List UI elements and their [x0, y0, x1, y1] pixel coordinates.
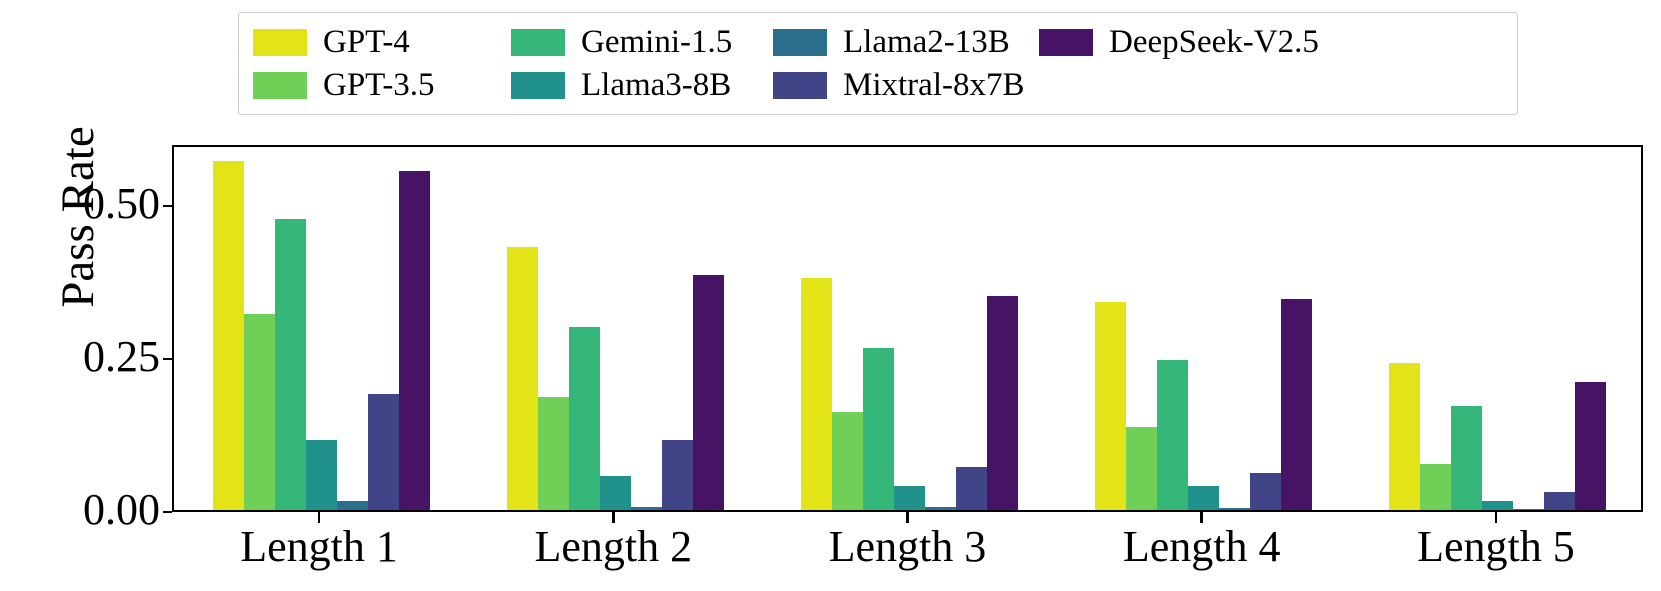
x-tick-label: Length 4: [1122, 522, 1281, 571]
bar: [537, 396, 569, 510]
bar: [599, 476, 631, 510]
bar: [506, 246, 538, 510]
bar: [832, 412, 863, 510]
bar: [274, 219, 306, 510]
x-tick-label: Length 3: [828, 522, 987, 571]
legend-label: Gemini-1.5: [581, 24, 733, 60]
legend-item-llama3-8b: Llama3-8B: [511, 64, 773, 107]
x-tick-mark: [906, 512, 909, 523]
x-tick-mark: [1200, 512, 1203, 523]
y-tick-label-group: 0.00 0.25 0.50: [0, 0, 172, 591]
bar: [630, 506, 662, 510]
bar: [894, 485, 925, 510]
bar: [243, 314, 275, 510]
bar: [1575, 381, 1607, 510]
plot-area: [172, 145, 1643, 512]
bar-group: [212, 147, 430, 510]
legend-label: Llama3-8B: [581, 67, 732, 103]
bar: [1157, 360, 1189, 510]
y-tick-mark: [163, 204, 172, 208]
bar: [661, 439, 693, 510]
legend-item-gpt-3-5: GPT-3.5: [253, 64, 511, 107]
x-tick-label: Length 5: [1417, 522, 1575, 571]
bar: [1389, 363, 1421, 510]
bar-group: [801, 147, 1018, 510]
bar: [1451, 406, 1483, 510]
bar: [1513, 508, 1545, 510]
x-tick-mark: [1494, 512, 1498, 523]
bar: [1095, 302, 1127, 510]
chart-legend: GPT-4 Gemini-1.5 Llama2-13B DeepSeek-V2.…: [238, 12, 1518, 115]
legend-label: DeepSeek-V2.5: [1109, 24, 1319, 60]
bar: [863, 347, 894, 510]
bar: [925, 506, 956, 510]
bar-group: [1389, 147, 1607, 510]
bar-group: [1095, 147, 1313, 510]
legend-swatch-icon: [773, 29, 827, 56]
bar: [1482, 500, 1514, 510]
legend-swatch-icon: [773, 72, 827, 99]
legend-item-gpt-4: GPT-4: [253, 21, 511, 64]
y-tick-label: 0.00: [83, 485, 160, 534]
legend-item-mixtral-8x7b: Mixtral-8x7B: [773, 64, 1039, 107]
legend-item-gemini-1-5: Gemini-1.5: [511, 21, 773, 64]
bar: [398, 170, 430, 510]
y-tick-label: 0.50: [83, 179, 160, 229]
bar: [367, 393, 399, 510]
bar: [568, 326, 600, 510]
bar: [1126, 427, 1158, 510]
x-tick-label: Length 1: [240, 522, 398, 571]
bar: [1219, 508, 1251, 510]
bar: [801, 277, 832, 510]
bar-groups: [174, 147, 1641, 510]
bar: [1544, 491, 1576, 510]
bar-group: [506, 147, 724, 510]
bar: [1188, 485, 1220, 510]
legend-swatch-icon: [511, 72, 565, 99]
bar: [336, 500, 368, 510]
bar: [1281, 298, 1313, 510]
legend-swatch-icon: [253, 72, 307, 99]
y-tick-label: 0.25: [83, 332, 160, 382]
legend-item-llama2-13b: Llama2-13B: [773, 21, 1039, 64]
bar: [987, 295, 1018, 510]
legend-label: GPT-4: [323, 24, 410, 60]
legend-swatch-icon: [1039, 29, 1093, 56]
bar: [1420, 464, 1452, 510]
y-tick-mark: [163, 357, 172, 361]
bar: [305, 439, 337, 510]
x-tick-mark: [612, 512, 615, 523]
legend-label: Llama2-13B: [843, 24, 1010, 60]
bar: [692, 274, 724, 510]
legend-label: Mixtral-8x7B: [843, 67, 1025, 103]
x-tick-label: Length 2: [534, 522, 693, 571]
legend-grid: GPT-4 Gemini-1.5 Llama2-13B DeepSeek-V2.…: [253, 21, 1505, 107]
legend-label: GPT-3.5: [323, 67, 435, 103]
bar: [956, 467, 987, 510]
bar: [212, 161, 244, 510]
legend-swatch-icon: [253, 29, 307, 56]
x-tick-mark: [317, 512, 321, 523]
legend-item-deepseek-v2-5: DeepSeek-V2.5: [1039, 21, 1339, 64]
bar: [1250, 473, 1282, 510]
legend-swatch-icon: [511, 29, 565, 56]
y-tick-mark: [163, 510, 172, 514]
